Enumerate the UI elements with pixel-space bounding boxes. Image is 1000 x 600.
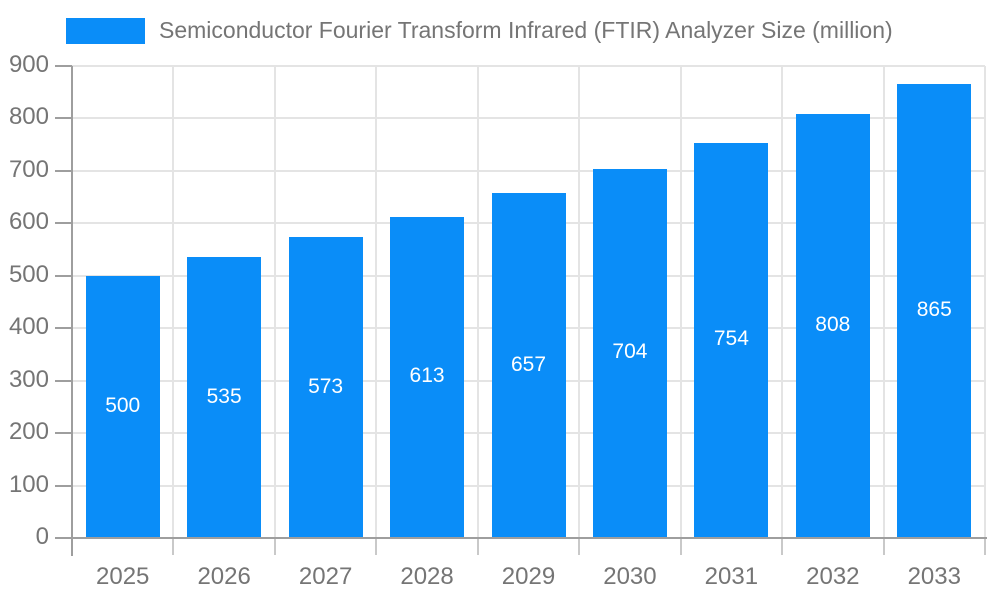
- x-axis-tick: [172, 538, 175, 555]
- y-tick-label: 800: [8, 103, 49, 131]
- y-gridline: [72, 65, 985, 67]
- y-tick-label: 500: [8, 260, 49, 288]
- x-axis-tick: [476, 538, 479, 555]
- x-axis-tick: [375, 538, 378, 555]
- bar-value-label: 500: [105, 393, 141, 417]
- x-gridline: [882, 66, 885, 538]
- y-axis-tick: [55, 274, 72, 277]
- x-gridline: [578, 66, 581, 538]
- bar: [897, 84, 972, 538]
- bar-value-label: 613: [409, 364, 445, 388]
- bar-value-label: 704: [612, 340, 648, 364]
- x-axis-tick: [679, 538, 682, 555]
- bar: [288, 237, 363, 538]
- bar: [795, 114, 870, 538]
- bar: [694, 142, 769, 538]
- bar: [85, 275, 160, 538]
- y-axis-tick: [55, 379, 72, 382]
- x-tick-label: 2029: [501, 563, 556, 590]
- y-tick-label: 200: [8, 418, 49, 446]
- bar: [390, 216, 465, 538]
- legend-label: Semiconductor Fourier Transform Infrared…: [159, 17, 893, 43]
- x-axis-tick: [882, 538, 885, 555]
- y-tick-label: 700: [8, 155, 49, 183]
- x-gridline: [781, 66, 784, 538]
- x-gridline: [679, 66, 682, 538]
- legend-swatch: [66, 17, 145, 44]
- x-axis-tick: [578, 538, 581, 555]
- x-axis-line: [55, 537, 987, 539]
- bar-value-label: 573: [308, 374, 344, 398]
- y-axis-tick: [55, 169, 72, 172]
- x-gridline: [172, 66, 175, 538]
- y-axis-tick: [55, 65, 72, 67]
- y-tick-label: 300: [8, 365, 49, 393]
- x-tick-label: 2032: [806, 563, 860, 590]
- y-tick-label: 400: [8, 313, 49, 341]
- bar-value-label: 657: [510, 352, 547, 376]
- y-tick-label: 0: [35, 523, 49, 550]
- y-gridline: [72, 117, 985, 120]
- x-tick-label: 2033: [907, 563, 961, 590]
- x-tick-label: 2025: [96, 563, 150, 590]
- y-axis-tick: [55, 222, 72, 225]
- x-tick-label: 2026: [197, 563, 251, 590]
- x-tick-label: 2030: [603, 563, 657, 590]
- y-axis-tick: [55, 484, 72, 487]
- x-gridline: [984, 66, 986, 538]
- bar-value-label: 808: [815, 313, 851, 337]
- y-gridline: [72, 169, 985, 172]
- bar-value-label: 535: [206, 384, 242, 408]
- bar: [592, 168, 667, 538]
- bar: [491, 193, 566, 538]
- bar-value-label: 754: [713, 327, 749, 351]
- y-axis-tick: [55, 327, 72, 330]
- x-axis-tick: [984, 538, 986, 555]
- x-tick-label: 2028: [400, 563, 454, 590]
- y-axis-tick: [55, 432, 72, 435]
- plot-area: 500 535 573 613 657 704 754 808 865: [72, 65, 986, 538]
- chart-legend: Semiconductor Fourier Transform Infrared…: [66, 17, 893, 44]
- x-gridline: [375, 66, 378, 538]
- y-axis-line: [71, 66, 73, 556]
- y-axis-tick: [55, 117, 72, 120]
- x-gridline: [476, 66, 479, 538]
- bar-value-label: 865: [916, 298, 952, 322]
- x-axis-tick: [781, 538, 784, 555]
- y-tick-label: 900: [8, 51, 49, 78]
- bar: [187, 257, 262, 538]
- y-tick-label: 100: [8, 470, 49, 498]
- x-gridline: [273, 66, 276, 538]
- x-axis-tick: [273, 538, 276, 555]
- x-tick-label: 2027: [298, 563, 353, 590]
- x-tick-label: 2031: [704, 563, 759, 590]
- y-tick-label: 600: [8, 208, 49, 236]
